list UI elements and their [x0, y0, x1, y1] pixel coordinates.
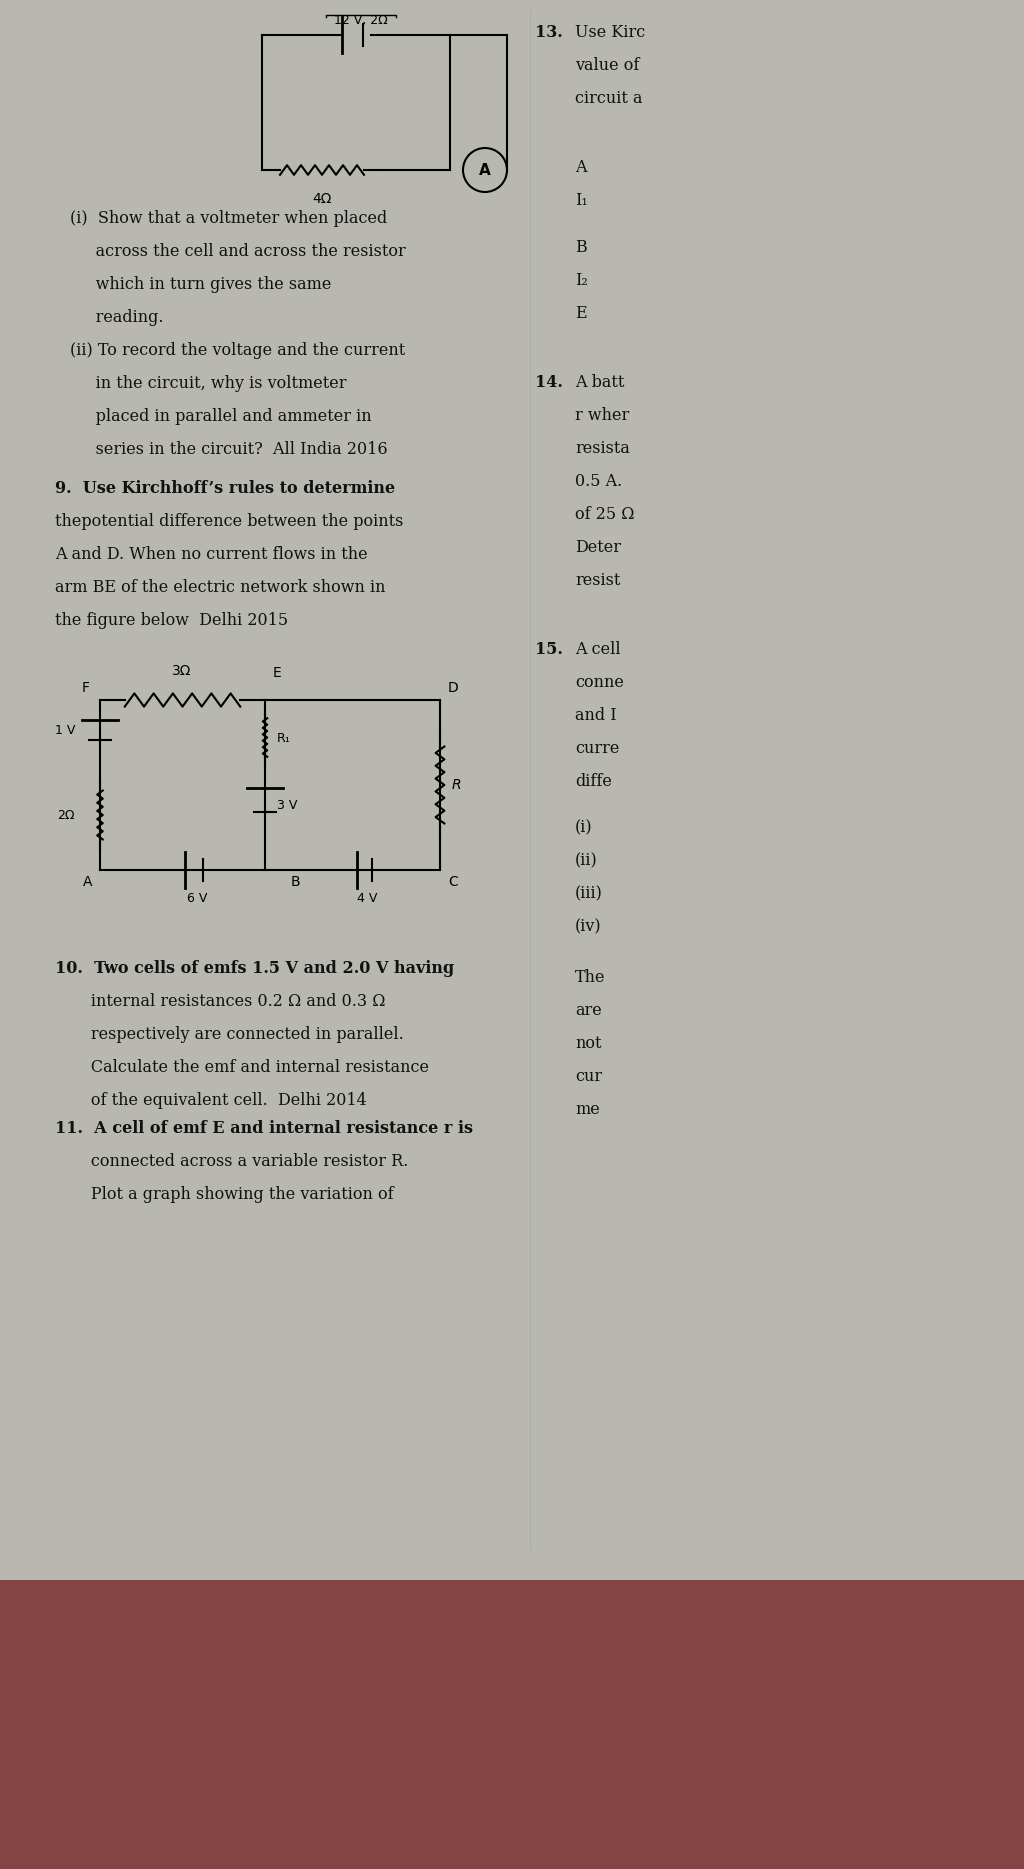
Text: A and D. When no current flows in the: A and D. When no current flows in the: [55, 546, 368, 563]
Text: (ii) To record the voltage and the current: (ii) To record the voltage and the curre…: [70, 342, 406, 359]
Text: (i): (i): [575, 819, 593, 835]
Text: cur: cur: [575, 1067, 602, 1086]
Text: I₂: I₂: [575, 273, 588, 290]
Text: circuit a: circuit a: [575, 90, 642, 107]
Text: placed in parallel and ammeter in: placed in parallel and ammeter in: [70, 407, 372, 424]
Text: 3Ω: 3Ω: [172, 663, 191, 678]
Text: Calculate the emf and internal resistance: Calculate the emf and internal resistanc…: [55, 1060, 429, 1077]
Text: (iv): (iv): [575, 918, 602, 934]
Text: resista: resista: [575, 439, 630, 458]
Text: reading.: reading.: [70, 308, 164, 325]
Text: Plot a graph showing the variation of: Plot a graph showing the variation of: [55, 1187, 393, 1204]
Text: the figure below  Delhi 2015: the figure below Delhi 2015: [55, 611, 288, 630]
Text: 15.: 15.: [535, 641, 563, 658]
Text: are: are: [575, 1002, 602, 1019]
Text: resist: resist: [575, 572, 621, 589]
Text: B: B: [290, 875, 300, 890]
Text: value of: value of: [575, 56, 639, 75]
Text: E: E: [575, 305, 587, 321]
Text: which in turn gives the same: which in turn gives the same: [70, 277, 332, 293]
Text: B: B: [575, 239, 587, 256]
Text: and I: and I: [575, 706, 616, 723]
Text: C: C: [449, 875, 458, 890]
Text: (ii): (ii): [575, 852, 598, 869]
Text: 10.  Two cells of emfs 1.5 V and 2.0 V having: 10. Two cells of emfs 1.5 V and 2.0 V ha…: [55, 961, 455, 977]
Text: me: me: [575, 1101, 600, 1118]
Text: A cell: A cell: [575, 641, 621, 658]
Text: F: F: [82, 680, 90, 695]
Text: (iii): (iii): [575, 886, 603, 903]
Text: The: The: [575, 968, 605, 987]
Text: 9.  Use Kirchhoff’s rules to determine: 9. Use Kirchhoff’s rules to determine: [55, 480, 395, 497]
Text: curre: curre: [575, 740, 620, 757]
Text: 4Ω: 4Ω: [312, 193, 332, 206]
Text: (i)  Show that a voltmeter when placed: (i) Show that a voltmeter when placed: [70, 209, 387, 226]
Text: internal resistances 0.2 Ω and 0.3 Ω: internal resistances 0.2 Ω and 0.3 Ω: [55, 992, 385, 1009]
Text: A: A: [83, 875, 92, 890]
Text: 6 V: 6 V: [186, 892, 207, 905]
Text: E: E: [273, 665, 282, 680]
Text: connected across a variable resistor R.: connected across a variable resistor R.: [55, 1153, 409, 1170]
Text: respectively are connected in parallel.: respectively are connected in parallel.: [55, 1026, 403, 1043]
Text: r wher: r wher: [575, 407, 630, 424]
Text: 3 V: 3 V: [278, 798, 297, 811]
Text: R₁: R₁: [278, 731, 291, 744]
Text: A: A: [479, 163, 490, 178]
Text: Use Kirc: Use Kirc: [575, 24, 645, 41]
Text: A batt: A batt: [575, 374, 625, 391]
Text: 12 V, 2Ω: 12 V, 2Ω: [334, 13, 388, 26]
Text: Deter: Deter: [575, 538, 621, 555]
Text: not: not: [575, 1035, 601, 1052]
Text: in the circuit, why is voltmeter: in the circuit, why is voltmeter: [70, 376, 346, 392]
Text: D: D: [449, 680, 459, 695]
Text: I₁: I₁: [575, 193, 588, 209]
Text: 0.5 A.: 0.5 A.: [575, 473, 623, 490]
Text: diffe: diffe: [575, 774, 612, 791]
Text: thepotential difference between the points: thepotential difference between the poin…: [55, 512, 403, 531]
Text: conne: conne: [575, 675, 624, 692]
Text: arm BE of the electric network shown in: arm BE of the electric network shown in: [55, 579, 385, 596]
Text: 2Ω: 2Ω: [57, 809, 75, 822]
Text: of the equivalent cell.  Delhi 2014: of the equivalent cell. Delhi 2014: [55, 1091, 367, 1108]
Text: of 25 Ω: of 25 Ω: [575, 506, 635, 523]
Text: A: A: [575, 159, 587, 176]
Text: series in the circuit?  All India 2016: series in the circuit? All India 2016: [70, 441, 388, 458]
Text: across the cell and across the resistor: across the cell and across the resistor: [70, 243, 406, 260]
Bar: [0, 1579, 1024, 1869]
Text: 11.  A cell of emf E and internal resistance r is: 11. A cell of emf E and internal resista…: [55, 1120, 473, 1136]
Text: R: R: [452, 778, 462, 792]
Text: 4 V: 4 V: [356, 892, 377, 905]
Text: 13.: 13.: [535, 24, 563, 41]
Text: 1 V: 1 V: [54, 723, 75, 736]
Text: 14.: 14.: [535, 374, 563, 391]
